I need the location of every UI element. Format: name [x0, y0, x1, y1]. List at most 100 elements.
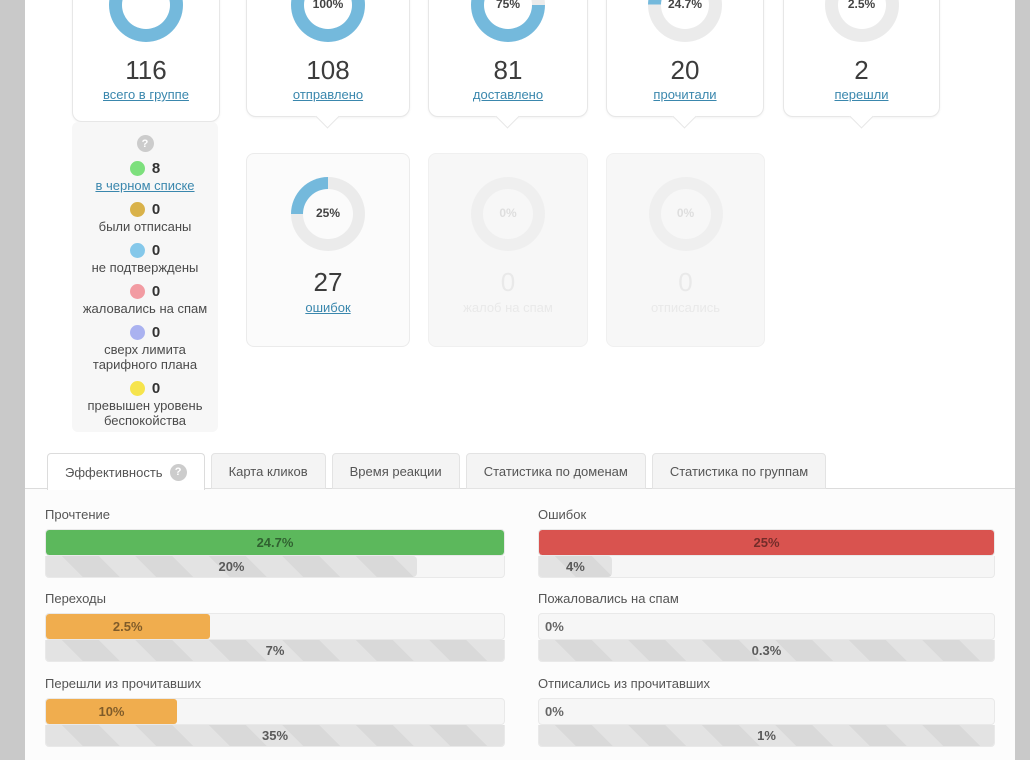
- stat-card-spam-complaints: 0% 0 жалоб на спам: [428, 153, 588, 347]
- donut-percent-label: 100%: [312, 0, 344, 11]
- metric-title: Перешли из прочитавших: [45, 676, 202, 691]
- average-value-label: 35%: [261, 728, 289, 743]
- tab-label: Эффективность: [65, 464, 163, 480]
- bar-value-label: 2.5%: [112, 619, 143, 634]
- bar-fill: 25%: [539, 530, 994, 555]
- average-value-label: 0.3%: [751, 643, 782, 658]
- item-label: сверх лимита тарифного плана: [92, 342, 198, 372]
- read-link[interactable]: прочитали: [653, 87, 717, 102]
- read-rate-average-bar: 20%: [45, 556, 505, 578]
- card-notch: [315, 104, 340, 129]
- clicked-from-read-bar: 10%: [45, 698, 505, 725]
- stat-value: 0: [678, 267, 693, 297]
- item-count: 8: [151, 160, 161, 177]
- clicked-from-read-average-bar: 35%: [45, 725, 505, 747]
- stat-value: 0: [500, 267, 516, 297]
- donut-percent-label: 75%: [495, 0, 521, 11]
- donut-percent-label: 24.7%: [667, 0, 703, 11]
- card-notch: [848, 104, 874, 129]
- item-count: 0: [151, 380, 161, 397]
- donut-chart-errors: [291, 177, 365, 251]
- item-count: 0: [151, 242, 161, 259]
- average-value-label: 1%: [757, 728, 776, 743]
- blacklist-dot-icon: [129, 161, 145, 176]
- stat-value: 27: [313, 267, 343, 297]
- total-in-group-link[interactable]: всего в группе: [103, 87, 189, 102]
- errors-bar: 25%: [538, 529, 995, 556]
- clicks-bar: 2.5%: [45, 613, 505, 640]
- bar-value-label: 24.7%: [256, 535, 294, 550]
- list-item: 0 были отписаны: [72, 202, 218, 234]
- item-count: 0: [151, 201, 161, 218]
- metric-title: Переходы: [45, 591, 106, 606]
- over-limit-dot-icon: [129, 325, 145, 340]
- card-notch: [672, 104, 697, 129]
- stat-value: 81: [493, 55, 523, 85]
- anxiety-level-dot-icon: [129, 381, 145, 396]
- average-value-label: 20%: [218, 559, 245, 574]
- metric-clicked-from-read: Перешли из прочитавших 10% 35%: [45, 676, 505, 747]
- item-count: 0: [151, 324, 161, 341]
- stat-card-errors: 25% 27 ошибок: [246, 153, 410, 347]
- errors-link[interactable]: ошибок: [305, 300, 351, 315]
- spam-complaints-label: жалоб на спам: [463, 300, 553, 315]
- stat-card-sent: 100% 108 отправлено: [246, 0, 410, 129]
- bar-value-label: 10%: [98, 704, 125, 719]
- unsubscribed-from-read-average-bar: 1%: [538, 725, 995, 747]
- item-label: жаловались на спам: [82, 301, 208, 316]
- stat-card-read: 24.7% 20 прочитали: [606, 0, 764, 129]
- spam-complaints-average-bar: 0.3%: [538, 640, 995, 662]
- delivered-link[interactable]: доставлено: [472, 87, 544, 102]
- average-fill: 35%: [46, 725, 504, 746]
- stat-card-total: 116 всего в группе: [72, 0, 220, 122]
- spam-complaint-dot-icon: [129, 284, 145, 299]
- subscribers-status-panel: ? 8 в черном списке 0 были отписаны 0 не…: [72, 122, 218, 432]
- read-rate-bar: 24.7%: [45, 529, 505, 556]
- tab-click-map[interactable]: Карта кликов: [210, 453, 326, 489]
- item-count: 0: [151, 283, 161, 300]
- donut-percent-label: 2.5%: [847, 0, 876, 11]
- tab-reaction-time[interactable]: Время реакции: [331, 453, 460, 489]
- metric-title: Ошибок: [538, 507, 587, 522]
- donut-chart-unsubscribed: [648, 177, 723, 251]
- unsubscribed-dot-icon: [129, 202, 145, 217]
- list-item: 0 сверх лимита тарифного плана: [72, 325, 218, 372]
- bar-value-label: 0%: [545, 704, 564, 719]
- tab-group-stats[interactable]: Статистика по группам: [651, 453, 827, 489]
- bar-value-label: 0%: [545, 619, 564, 634]
- donut-percent-label: 25%: [315, 206, 341, 220]
- list-item: 0 превышен уровень беспокойства: [72, 381, 218, 428]
- unsubscribed-from-read-bar: 0%: [538, 698, 995, 725]
- average-value-label: 7%: [265, 643, 285, 658]
- metric-clicks: Переходы 2.5% 7%: [45, 591, 505, 662]
- clicks-average-bar: 7%: [45, 640, 505, 662]
- clicked-link[interactable]: перешли: [834, 87, 889, 102]
- average-value-label: 4%: [566, 559, 585, 574]
- unsubscribed-label: отписались: [650, 300, 721, 315]
- card-notch: [495, 104, 520, 129]
- tab-label: Время реакции: [349, 463, 442, 479]
- stat-value: 2: [854, 55, 869, 85]
- sent-link[interactable]: отправлено: [292, 87, 364, 102]
- tab-domain-stats[interactable]: Статистика по доменам: [465, 453, 646, 489]
- question-icon[interactable]: ?: [169, 463, 187, 481]
- metric-unsubscribed-from-read: Отписались из прочитавших 0% 1%: [538, 676, 995, 747]
- blacklist-link[interactable]: в черном списке: [95, 178, 195, 193]
- stats-tabbar: Эффективность ? Карта кликов Время реакц…: [47, 453, 827, 490]
- tab-label: Карта кликов: [228, 463, 308, 479]
- average-fill: 20%: [46, 556, 417, 577]
- tab-effectiveness[interactable]: Эффективность ?: [47, 453, 205, 490]
- metric-title: Отписались из прочитавших: [538, 676, 711, 691]
- stat-card-delivered: 75% 81 доставлено: [428, 0, 588, 129]
- donut-chart-total: [109, 0, 183, 42]
- average-fill: 4%: [539, 556, 612, 577]
- question-icon[interactable]: ?: [136, 135, 154, 152]
- metric-title: Прочтение: [45, 507, 110, 522]
- spam-complaints-bar: 0%: [538, 613, 995, 640]
- bar-value-label: 25%: [753, 535, 780, 550]
- metric-spam-complaints: Пожаловались на спам 0% 0.3%: [538, 591, 995, 662]
- stat-value: 20: [670, 55, 700, 85]
- bar-fill: 24.7%: [46, 530, 504, 555]
- list-item: 0 не подтверждены: [72, 243, 218, 275]
